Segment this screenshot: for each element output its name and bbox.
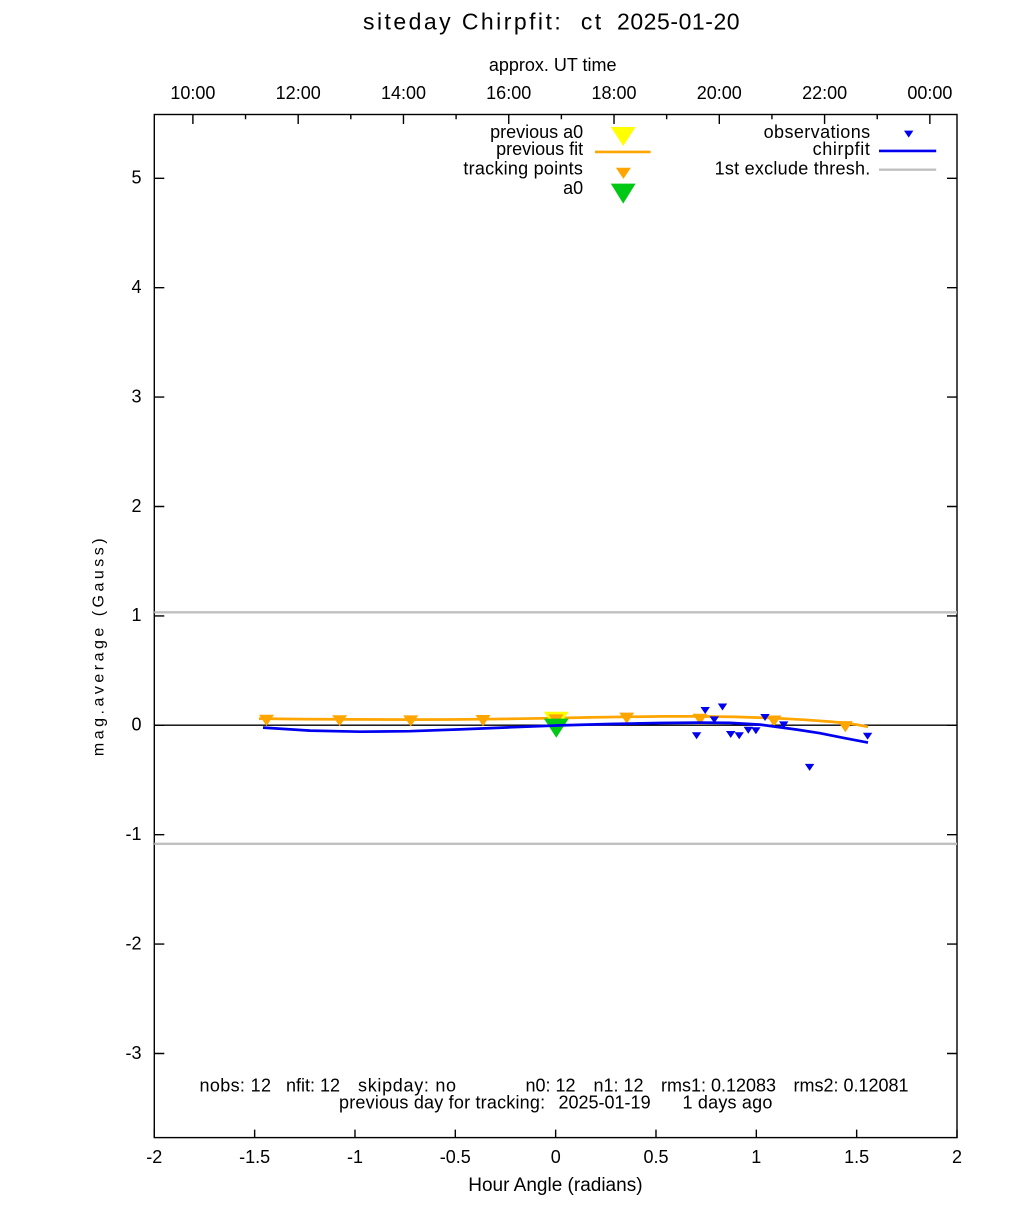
svg-text:12:00: 12:00 <box>276 83 321 103</box>
svg-text:previous day for tracking:: previous day for tracking: <box>339 1093 545 1113</box>
svg-text:-1: -1 <box>347 1147 363 1167</box>
svg-text:-1.5: -1.5 <box>239 1147 270 1167</box>
svg-text:20:00: 20:00 <box>697 83 742 103</box>
svg-text:previous a0: previous a0 <box>490 122 583 142</box>
svg-text:0.5: 0.5 <box>643 1147 668 1167</box>
svg-text:2: 2 <box>131 496 141 516</box>
svg-text:-3: -3 <box>125 1043 141 1063</box>
svg-text:16:00: 16:00 <box>486 83 531 103</box>
svg-text:5: 5 <box>131 168 141 188</box>
svg-text:3: 3 <box>131 386 141 406</box>
svg-text:n1: 12: n1: 12 <box>594 1076 644 1096</box>
svg-text:1: 1 <box>131 605 141 625</box>
svg-text:observations: observations <box>764 122 871 142</box>
svg-text:siteday Chirpfit: ct: siteday Chirpfit: ct <box>363 9 604 35</box>
svg-text:tracking points: tracking points <box>463 159 583 179</box>
svg-text:-1: -1 <box>125 824 141 844</box>
svg-text:1st exclude thresh.: 1st exclude thresh. <box>715 159 871 179</box>
svg-text:-2: -2 <box>146 1147 162 1167</box>
svg-text:previous fit: previous fit <box>496 139 583 159</box>
svg-text:nobs: 12: nobs: 12 <box>200 1076 272 1096</box>
svg-text:1: 1 <box>751 1147 761 1167</box>
svg-text:approx. UT time: approx. UT time <box>489 55 617 75</box>
svg-text:n0: 12: n0: 12 <box>526 1076 576 1096</box>
svg-text:mag.average (Gauss): mag.average (Gauss) <box>90 535 107 756</box>
svg-text:4: 4 <box>131 277 141 297</box>
svg-text:-0.5: -0.5 <box>440 1147 471 1167</box>
svg-text:Hour Angle (radians): Hour Angle (radians) <box>468 1175 642 1196</box>
svg-text:10:00: 10:00 <box>170 83 215 103</box>
svg-text:1.5: 1.5 <box>844 1147 869 1167</box>
svg-text:18:00: 18:00 <box>591 83 636 103</box>
svg-text:14:00: 14:00 <box>381 83 426 103</box>
svg-text:skipday: no: skipday: no <box>358 1076 457 1096</box>
svg-text:22:00: 22:00 <box>802 83 847 103</box>
svg-text:rms1: 0.12083: rms1: 0.12083 <box>661 1076 776 1096</box>
svg-text:-2: -2 <box>125 933 141 953</box>
svg-text:0: 0 <box>131 715 141 735</box>
svg-text:nfit: 12: nfit: 12 <box>286 1076 340 1096</box>
svg-text:2025-01-19: 2025-01-19 <box>559 1093 651 1113</box>
svg-text:chirpfit: chirpfit <box>813 139 871 159</box>
svg-text:2025-01-20: 2025-01-20 <box>617 9 740 35</box>
svg-text:0: 0 <box>551 1147 561 1167</box>
svg-text:00:00: 00:00 <box>907 83 952 103</box>
svg-text:a0: a0 <box>563 178 583 198</box>
svg-text:2: 2 <box>952 1147 962 1167</box>
svg-text:rms2: 0.12081: rms2: 0.12081 <box>794 1076 909 1096</box>
svg-text:1 days ago: 1 days ago <box>683 1093 773 1113</box>
